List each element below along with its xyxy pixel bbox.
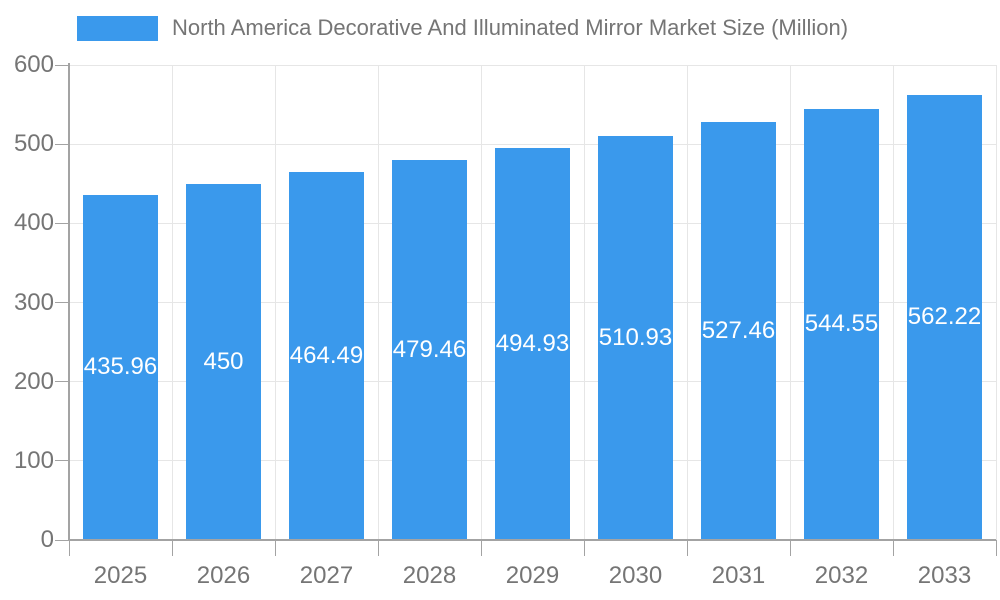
v-gridline [995, 65, 997, 540]
legend-label: North America Decorative And Illuminated… [172, 15, 849, 40]
x-axis-tick [274, 540, 276, 556]
x-axis-tick [171, 540, 173, 556]
v-gridline [171, 65, 173, 540]
v-gridline [789, 65, 791, 540]
bar-value-label: 450 [203, 347, 244, 375]
v-gridline [686, 65, 688, 540]
x-axis-label: 2030 [608, 562, 663, 589]
v-gridline [377, 65, 379, 540]
bar-value-label: 562.22 [907, 303, 982, 331]
v-gridline [583, 65, 585, 540]
bar-2029[interactable] [495, 148, 570, 540]
x-axis-label: 2027 [299, 562, 354, 589]
bar-2026[interactable] [186, 183, 261, 540]
x-axis-tick [789, 540, 791, 556]
x-axis-line [69, 539, 996, 541]
v-gridline [274, 65, 276, 540]
bar-2032[interactable] [804, 108, 879, 540]
x-axis-tick [68, 540, 70, 556]
bar-2031[interactable] [701, 122, 776, 540]
y-axis-tick [55, 143, 69, 145]
y-axis-tick [55, 381, 69, 383]
x-axis-tick [892, 540, 894, 556]
x-axis-label: 2033 [917, 562, 972, 589]
y-axis-label: 100 [13, 446, 54, 474]
x-axis-label: 2025 [93, 562, 148, 589]
y-axis-label: 300 [13, 288, 54, 316]
v-gridline [480, 65, 482, 540]
x-axis-tick [480, 540, 482, 556]
y-axis-tick [55, 222, 69, 224]
bar-value-label: 527.46 [701, 317, 776, 345]
bar-2025[interactable] [83, 194, 158, 540]
x-axis-label: 2026 [196, 562, 251, 589]
x-axis-label: 2032 [814, 562, 869, 589]
bar-value-label: 494.93 [495, 330, 570, 358]
x-axis-label: 2031 [711, 562, 766, 589]
legend-item[interactable]: North America Decorative And Illuminated… [77, 15, 848, 41]
bar-value-label: 435.96 [83, 353, 158, 381]
legend-swatch [77, 15, 158, 41]
x-axis-label: 2028 [402, 562, 457, 589]
y-axis-line [68, 63, 70, 540]
y-axis-tick [55, 460, 69, 462]
x-axis-tick [686, 540, 688, 556]
v-gridline [892, 65, 894, 540]
y-axis-label: 200 [13, 367, 54, 395]
y-axis-tick [55, 539, 69, 541]
bar-value-label: 544.55 [804, 310, 879, 338]
y-axis-label: 500 [13, 130, 54, 158]
bar-value-label: 479.46 [392, 336, 467, 364]
y-axis-label: 600 [13, 51, 54, 78]
y-axis-tick [55, 302, 69, 303]
x-axis-label: 2029 [505, 562, 560, 589]
bar-2027[interactable] [289, 172, 364, 540]
y-axis-label: 0 [40, 526, 54, 553]
bar-value-label: 464.49 [289, 342, 364, 370]
x-axis-tick [583, 540, 585, 556]
bar-2033[interactable] [907, 94, 982, 540]
x-axis-tick [377, 540, 379, 556]
h-gridline [69, 143, 996, 145]
y-axis-label: 400 [13, 209, 54, 237]
bar-2030[interactable] [598, 135, 673, 540]
bar-value-label: 510.93 [598, 323, 673, 351]
bar-2028[interactable] [392, 160, 467, 540]
h-gridline [69, 64, 996, 66]
x-axis-tick [995, 540, 997, 556]
y-axis-tick [55, 64, 69, 66]
